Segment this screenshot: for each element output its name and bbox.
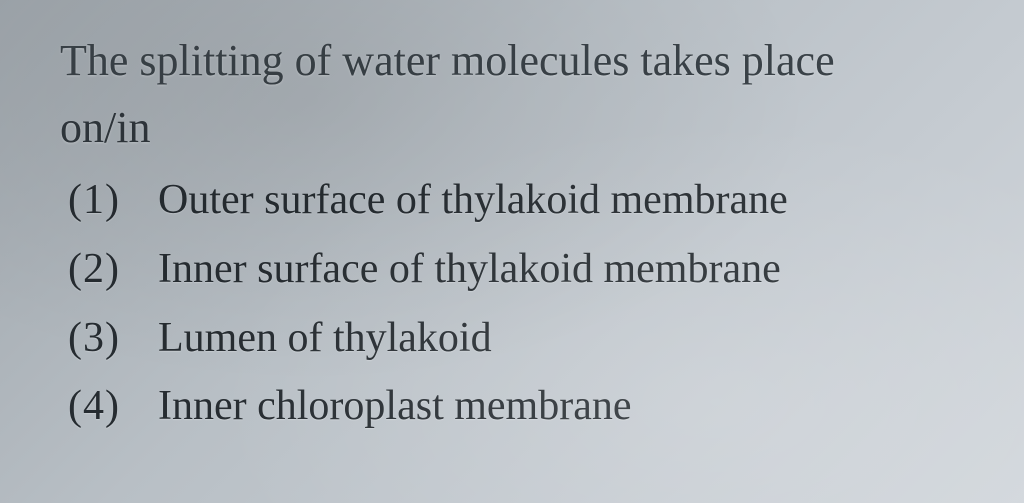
option-1-number: (1) [68, 171, 158, 230]
options-list: (1) Outer surface of thylakoid membrane … [60, 171, 984, 436]
option-4-number: (4) [68, 377, 158, 436]
option-1-text: Outer surface of thylakoid membrane [158, 171, 984, 230]
option-2: (2) Inner surface of thylakoid membrane [68, 240, 984, 299]
option-2-number: (2) [68, 240, 158, 299]
question-stem-line1: The splitting of water molecules takes p… [60, 28, 984, 94]
option-1: (1) Outer surface of thylakoid membrane [68, 171, 984, 230]
option-4: (4) Inner chloroplast membrane [68, 377, 984, 436]
option-4-text: Inner chloroplast membrane [158, 377, 984, 436]
option-3-number: (3) [68, 309, 158, 368]
option-2-text: Inner surface of thylakoid membrane [158, 240, 984, 299]
option-3: (3) Lumen of thylakoid [68, 309, 984, 368]
question-stem-line2: on/in [60, 102, 984, 153]
option-3-text: Lumen of thylakoid [158, 309, 984, 368]
